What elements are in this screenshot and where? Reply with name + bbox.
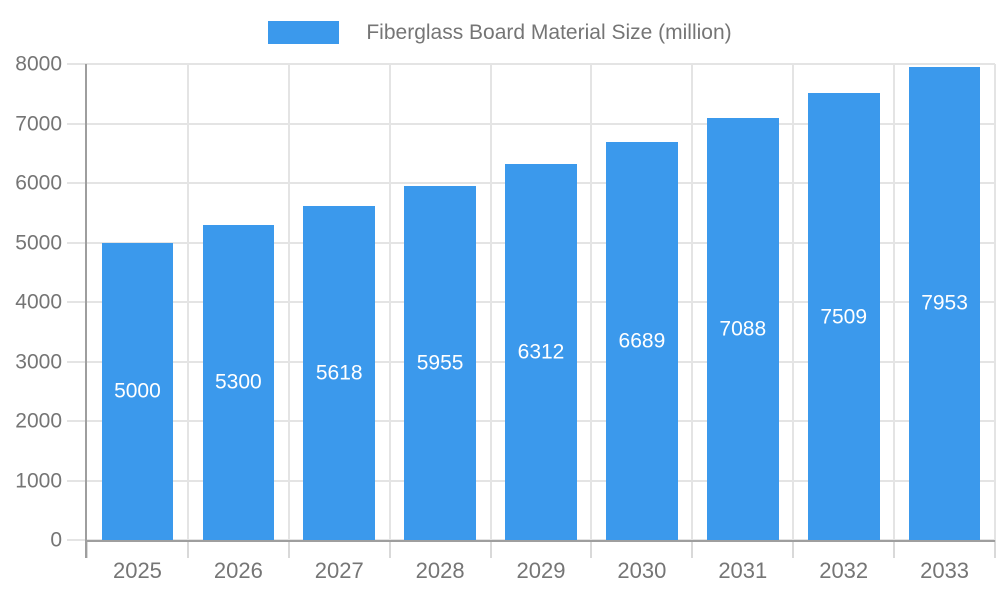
x-tick-mark bbox=[186, 540, 189, 558]
bar-category: 5955 bbox=[390, 64, 491, 540]
v-gridline bbox=[186, 64, 189, 540]
x-axis-line bbox=[85, 540, 995, 542]
y-tick-label: 1000 bbox=[15, 469, 62, 492]
bar-category: 5300 bbox=[188, 64, 289, 540]
x-tick-label: 2029 bbox=[516, 558, 566, 583]
bar-value-label: 6312 bbox=[517, 340, 565, 364]
v-gridline bbox=[489, 64, 492, 540]
bar-category: 6689 bbox=[591, 64, 692, 540]
v-gridline bbox=[691, 64, 694, 540]
x-axis-labels: 2025 2026 2027 2028 2029 2030 2031 2032 2033 bbox=[87, 560, 995, 582]
x-tick-label: 2026 bbox=[213, 558, 263, 583]
x-tick-label: 2031 bbox=[718, 558, 768, 583]
bar-category: 7953 bbox=[894, 64, 995, 540]
y-tick-label: 8000 bbox=[15, 52, 62, 76]
h-gridline bbox=[67, 63, 995, 65]
v-gridline bbox=[792, 64, 795, 540]
x-tick-label: 2028 bbox=[415, 558, 465, 583]
y-axis-line bbox=[85, 64, 87, 558]
y-tick-label: 6000 bbox=[15, 171, 62, 195]
x-tick-mark bbox=[86, 540, 88, 558]
x-tick-mark bbox=[287, 540, 290, 558]
y-tick-label: 2000 bbox=[15, 409, 62, 433]
bar[interactable]: 5618 bbox=[303, 205, 376, 540]
legend[interactable]: Fiberglass Board Material Size (million) bbox=[0, 16, 1000, 48]
bar-category: 5000 bbox=[87, 64, 188, 540]
bar-category: 6312 bbox=[491, 64, 592, 540]
bar[interactable]: 7509 bbox=[807, 93, 880, 540]
v-gridline bbox=[893, 64, 896, 540]
x-tick-mark bbox=[489, 540, 492, 558]
bar-value-label: 5955 bbox=[416, 351, 464, 375]
bar-value-label: 5618 bbox=[315, 361, 363, 385]
x-tick-label: 2032 bbox=[819, 558, 869, 583]
bar-category: 7509 bbox=[793, 64, 894, 540]
bar-value-label: 5300 bbox=[214, 370, 262, 394]
x-tick-mark bbox=[893, 540, 896, 558]
x-tick-label: 2033 bbox=[920, 558, 970, 583]
v-gridline bbox=[994, 64, 996, 540]
bar[interactable]: 7953 bbox=[908, 66, 981, 540]
bar[interactable]: 5300 bbox=[202, 224, 275, 540]
bar[interactable]: 5955 bbox=[404, 185, 476, 540]
plot-area: 5000 5300 5618 5955 6312 6689 7088 7509 7953 bbox=[67, 63, 996, 558]
y-tick-label: 0 bbox=[50, 528, 62, 552]
bar-value-label: 7509 bbox=[820, 305, 868, 329]
x-tick-label: 2027 bbox=[314, 558, 364, 583]
legend-label: Fiberglass Board Material Size (million) bbox=[366, 20, 732, 44]
v-gridline bbox=[590, 64, 593, 540]
bar-category: 5618 bbox=[289, 64, 390, 540]
x-tick-mark bbox=[792, 540, 795, 558]
bar[interactable]: 5000 bbox=[101, 242, 174, 540]
legend-swatch bbox=[268, 20, 340, 44]
bar[interactable]: 6689 bbox=[606, 142, 678, 540]
bar-value-label: 7088 bbox=[719, 317, 767, 341]
y-axis-labels: 0 1000 2000 3000 4000 5000 6000 7000 8000 bbox=[0, 54, 62, 551]
bar[interactable]: 6312 bbox=[505, 164, 577, 540]
y-tick-label: 4000 bbox=[15, 290, 62, 314]
x-tick-mark bbox=[994, 540, 996, 558]
x-tick-mark bbox=[388, 540, 391, 558]
x-tick-mark bbox=[590, 540, 593, 558]
bar-category: 7088 bbox=[692, 64, 793, 540]
bar[interactable]: 7088 bbox=[706, 118, 779, 540]
bar-value-label: 7953 bbox=[921, 291, 968, 315]
y-tick-label: 5000 bbox=[15, 231, 62, 254]
x-tick-mark bbox=[691, 540, 694, 558]
x-tick-label: 2025 bbox=[112, 558, 162, 583]
y-tick-label: 3000 bbox=[15, 350, 62, 373]
x-tick-label: 2030 bbox=[617, 558, 667, 583]
v-gridline bbox=[388, 64, 391, 540]
bar-value-label: 5000 bbox=[114, 379, 161, 403]
y-tick-label: 7000 bbox=[15, 112, 62, 135]
h-gridline bbox=[67, 122, 995, 125]
v-gridline bbox=[287, 64, 290, 540]
bar-value-label: 6689 bbox=[618, 329, 666, 353]
bars: 5000 5300 5618 5955 6312 6689 7088 7509 7953 bbox=[87, 64, 995, 540]
